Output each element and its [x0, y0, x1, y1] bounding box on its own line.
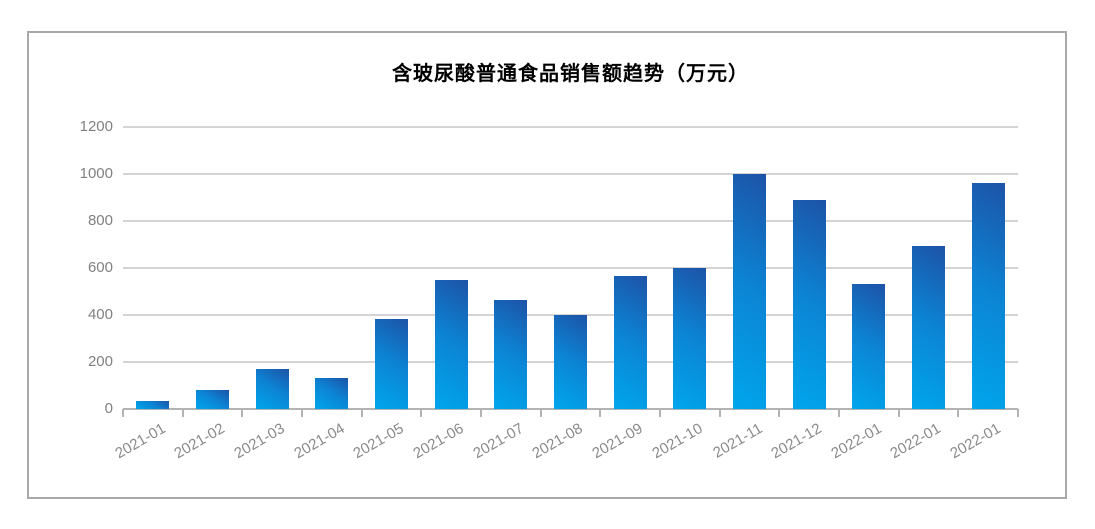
x-tick	[838, 409, 840, 417]
x-tick-label: 2021-01	[112, 420, 169, 463]
x-tick	[539, 409, 542, 417]
x-tick-label: 2021-07	[470, 420, 527, 463]
x-tick-label: 2021-11	[709, 420, 765, 462]
x-tick	[599, 409, 602, 417]
bar	[554, 315, 587, 409]
bar	[255, 369, 289, 409]
x-tick	[301, 409, 303, 417]
y-tick-label: 0	[104, 400, 113, 417]
bar	[733, 174, 766, 409]
bar	[494, 299, 528, 409]
x-tick-label: 2022-01	[828, 420, 885, 463]
bar	[673, 268, 707, 409]
bar	[196, 390, 229, 409]
x-tick-label: 2021-03	[231, 420, 288, 463]
x-tick	[1017, 409, 1019, 417]
bar	[375, 318, 408, 409]
x-axis-line	[123, 408, 1018, 410]
x-tick-label: 2021-12	[768, 420, 825, 463]
x-tick	[659, 409, 661, 417]
bar	[315, 378, 349, 409]
x-tick	[360, 409, 363, 417]
x-tick-label: 2021-08	[529, 420, 586, 463]
x-tick-label: 2021-02	[171, 420, 228, 463]
y-tick-label: 600	[87, 259, 113, 276]
gridline	[123, 267, 1018, 269]
bar	[971, 183, 1005, 409]
x-tick	[897, 409, 900, 417]
x-tick	[181, 409, 184, 417]
bar	[136, 400, 170, 409]
x-tick-label: 2021-10	[649, 420, 706, 463]
x-tick-label: 2022-01	[947, 420, 1004, 463]
plot-area	[123, 126, 1018, 410]
gridline	[123, 173, 1018, 175]
x-tick-label: 2021-06	[410, 420, 467, 463]
y-tick-label: 1200	[79, 118, 113, 135]
x-tick	[122, 409, 124, 417]
y-tick-label: 800	[87, 212, 113, 229]
x-tick	[241, 409, 244, 417]
x-tick	[420, 409, 423, 417]
x-tick	[778, 409, 781, 417]
chart-frame: 含玻尿酸普通食品销售额趋势（万元） 0 200 400 600 800 1000 1200 2…	[27, 31, 1067, 499]
x-tick-label: 2021-05	[350, 420, 407, 463]
x-tick-label: 2021-04	[291, 420, 348, 463]
bar	[792, 199, 826, 409]
bar	[434, 279, 468, 409]
bar	[613, 276, 647, 409]
bar	[912, 245, 945, 409]
x-tick-label: 2021-09	[589, 420, 646, 463]
x-tick	[480, 409, 482, 417]
chart-title: 含玻尿酸普通食品销售额趋势（万元）	[392, 63, 749, 85]
y-tick-label: 1000	[79, 165, 113, 182]
x-tick-label: 2022-01	[887, 420, 944, 463]
bar	[852, 284, 886, 409]
x-tick	[957, 409, 960, 417]
gridline	[123, 126, 1018, 128]
y-tick-label: 200	[87, 353, 113, 370]
y-tick-label: 400	[87, 306, 113, 323]
gridline	[123, 220, 1018, 222]
x-tick	[718, 409, 721, 417]
